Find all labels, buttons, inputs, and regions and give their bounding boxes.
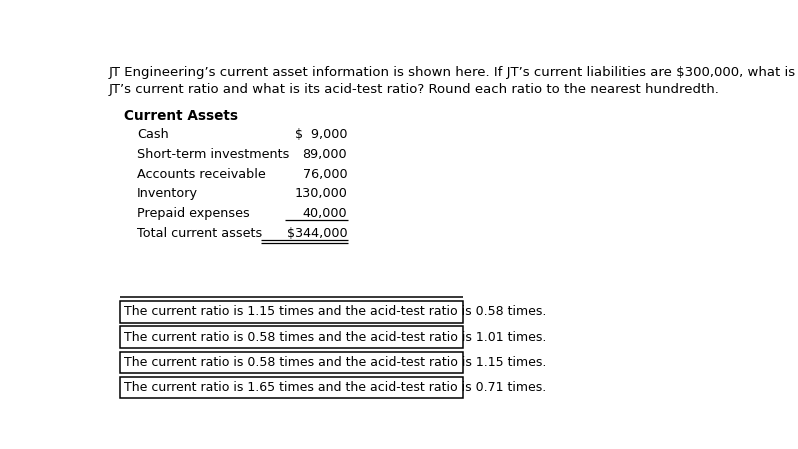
- Text: Prepaid expenses: Prepaid expenses: [137, 207, 250, 220]
- Text: JT’s current ratio and what is its acid-test ratio? Round each ratio to the near: JT’s current ratio and what is its acid-…: [109, 83, 720, 96]
- Text: Accounts receivable: Accounts receivable: [137, 167, 266, 180]
- Text: 130,000: 130,000: [294, 187, 347, 200]
- Text: Inventory: Inventory: [137, 187, 198, 200]
- Text: 89,000: 89,000: [302, 148, 347, 161]
- Text: $344,000: $344,000: [286, 227, 347, 240]
- Text: The current ratio is 1.65 times and the acid-test ratio is 0.71 times.: The current ratio is 1.65 times and the …: [124, 381, 547, 394]
- Text: $  9,000: $ 9,000: [294, 128, 347, 141]
- Text: 40,000: 40,000: [302, 207, 347, 220]
- Text: The current ratio is 0.58 times and the acid-test ratio is 1.01 times.: The current ratio is 0.58 times and the …: [124, 330, 547, 343]
- Text: Short-term investments: Short-term investments: [137, 148, 289, 161]
- Text: 76,000: 76,000: [302, 167, 347, 180]
- FancyBboxPatch shape: [120, 326, 463, 348]
- Text: The current ratio is 0.58 times and the acid-test ratio is 1.15 times.: The current ratio is 0.58 times and the …: [124, 356, 547, 369]
- FancyBboxPatch shape: [120, 301, 463, 322]
- FancyBboxPatch shape: [120, 377, 463, 398]
- Text: Cash: Cash: [137, 128, 168, 141]
- Text: JT Engineering’s current asset information is shown here. If JT’s current liabil: JT Engineering’s current asset informati…: [109, 66, 796, 79]
- FancyBboxPatch shape: [120, 352, 463, 373]
- Text: The current ratio is 1.15 times and the acid-test ratio is 0.58 times.: The current ratio is 1.15 times and the …: [124, 305, 547, 318]
- Text: Total current assets: Total current assets: [137, 227, 262, 240]
- Text: Current Assets: Current Assets: [124, 109, 239, 123]
